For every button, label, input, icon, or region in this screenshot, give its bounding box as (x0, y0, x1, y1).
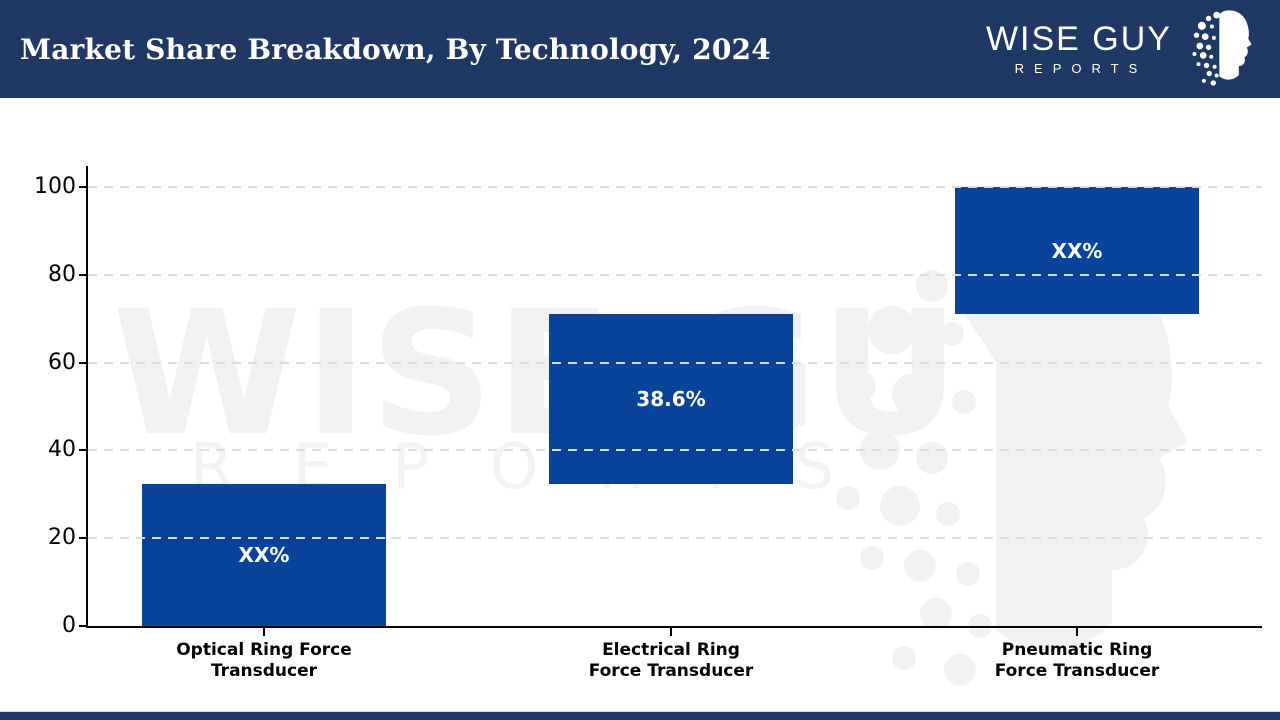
y-tick-mark (79, 186, 87, 188)
y-tick-mark (79, 625, 87, 627)
gridline (88, 361, 1262, 364)
y-tick-label: 40 (48, 437, 76, 463)
bar-segment: XX% (955, 187, 1199, 315)
y-tick-mark (79, 449, 87, 452)
bar-segment: 38.6% (549, 314, 793, 484)
bar-value-label: 38.6% (636, 387, 706, 412)
y-tick-mark (79, 361, 87, 364)
bar-value-label: XX% (1051, 238, 1103, 263)
gridline (88, 537, 1262, 540)
gridline (88, 273, 1262, 276)
wiseguy-logo: WISE GUY REPORTS (986, 0, 1262, 98)
x-category-label: Pneumatic Ring Force Transducer (994, 640, 1160, 681)
x-tick-mark (1076, 628, 1078, 636)
x-category-label: Electrical Ring Force Transducer (588, 640, 754, 681)
y-tick-label: 60 (48, 349, 76, 375)
y-tick-label: 80 (48, 261, 76, 287)
y-tick-label: 100 (34, 174, 76, 199)
logo-sub-text: REPORTS (1014, 61, 1148, 76)
bar-segment: XX% (142, 483, 386, 626)
footer-bar (0, 712, 1280, 720)
x-tick-mark (670, 628, 672, 636)
bar-value-label: XX% (238, 542, 290, 567)
x-axis-spine (86, 626, 1262, 628)
gridline (88, 186, 1262, 188)
y-tick-label: 20 (48, 525, 76, 551)
y-tick-label: 0 (62, 613, 76, 638)
x-tick-mark (263, 628, 265, 636)
y-axis-spine (86, 166, 88, 626)
logo-text: WISE GUY REPORTS (986, 22, 1172, 76)
y-tick-mark (79, 537, 87, 540)
header-bar: Market Share Breakdown, By Technology, 2… (0, 0, 1280, 98)
footer-divider (0, 711, 1280, 712)
page-title: Market Share Breakdown, By Technology, 2… (20, 32, 771, 66)
x-category-label: Optical Ring Force Transducer (176, 640, 352, 681)
logo-face-icon (1192, 10, 1252, 86)
logo-brand-text: WISE GUY (985, 20, 1172, 58)
y-tick-mark (79, 273, 87, 276)
gridline (88, 449, 1262, 452)
